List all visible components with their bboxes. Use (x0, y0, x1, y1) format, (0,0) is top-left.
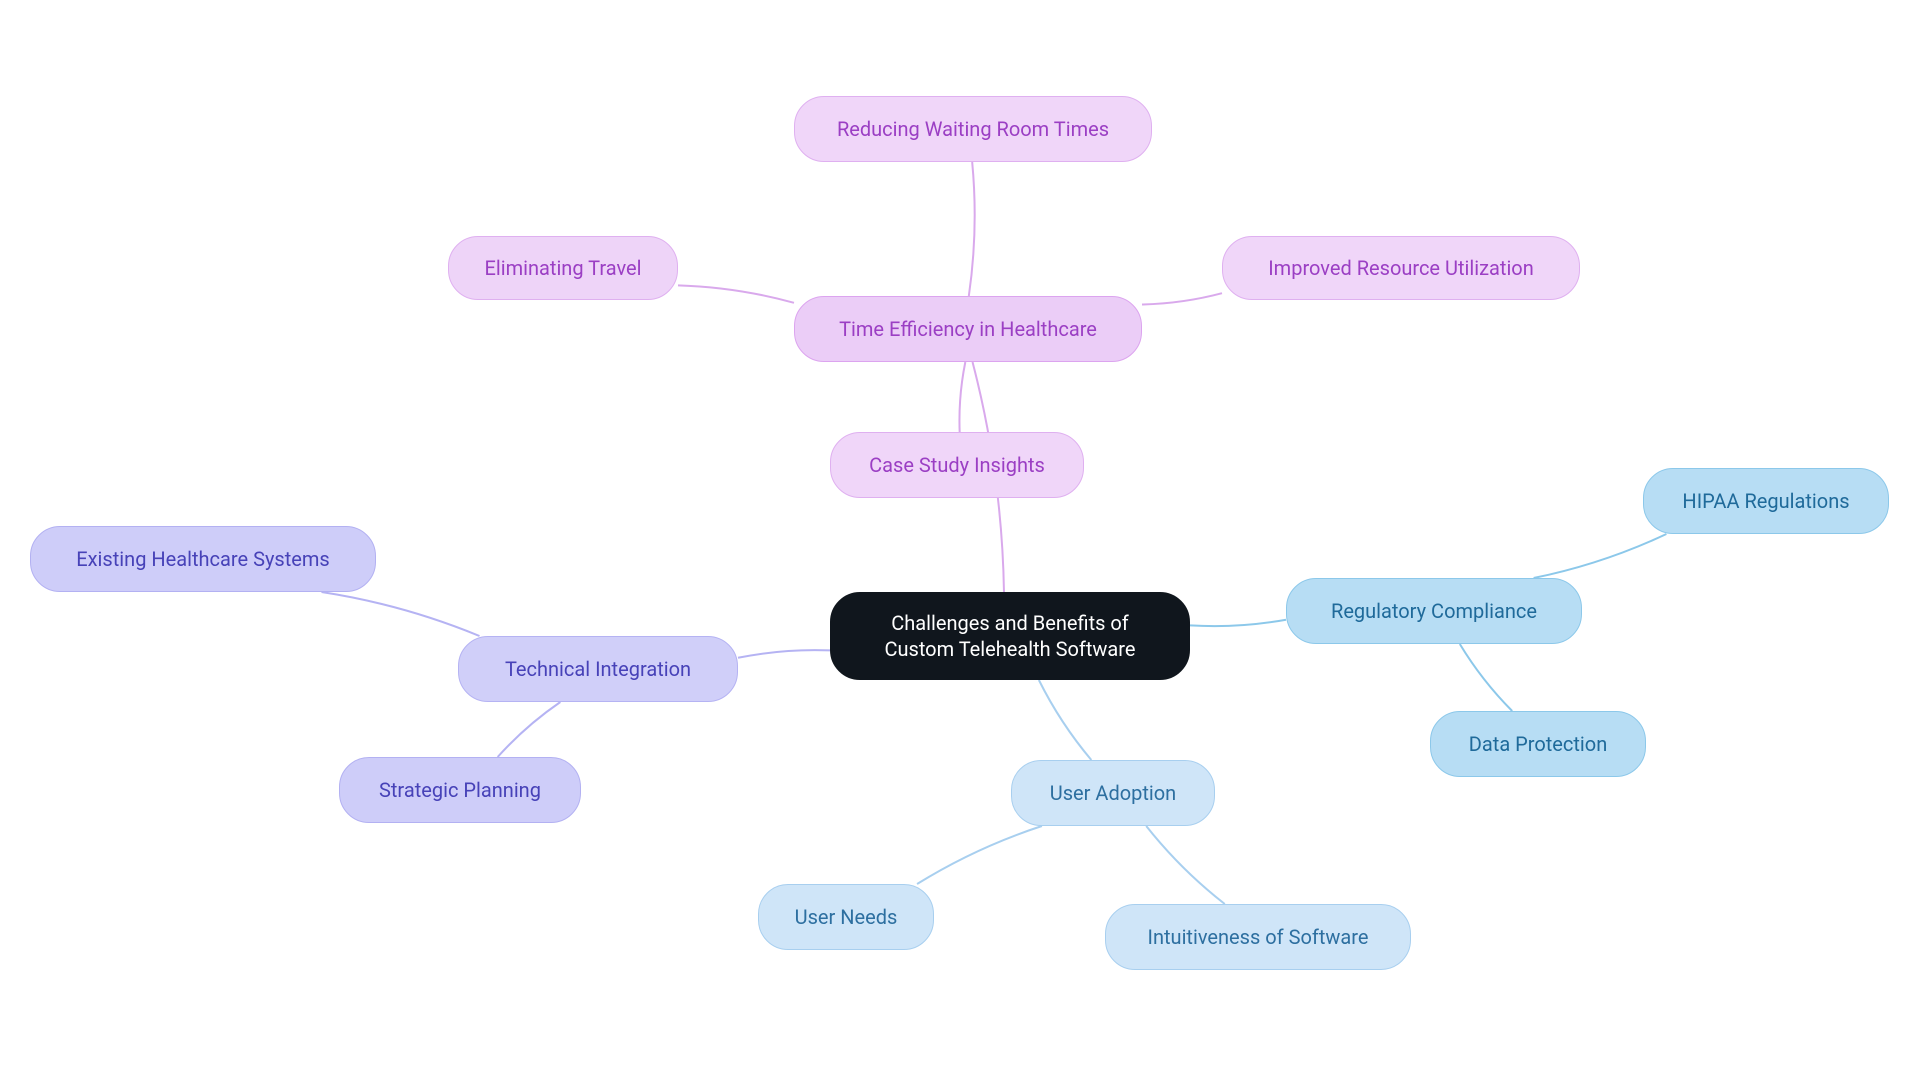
node-label: User Adoption (1050, 780, 1176, 806)
edge (969, 162, 975, 296)
node-strategic: Strategic Planning (339, 757, 581, 823)
edge (1146, 826, 1225, 904)
node-existing_hc: Existing Healthcare Systems (30, 526, 376, 592)
edge (917, 826, 1042, 884)
node-label: Reducing Waiting Room Times (837, 116, 1109, 142)
node-improved_res: Improved Resource Utilization (1222, 236, 1580, 300)
edge (1460, 644, 1512, 711)
node-label: Technical Integration (505, 656, 691, 682)
edge (1039, 680, 1091, 760)
node-user_needs: User Needs (758, 884, 934, 950)
node-label: Data Protection (1469, 731, 1607, 757)
node-data_prot: Data Protection (1430, 711, 1646, 777)
edge (322, 592, 480, 636)
edge (1190, 620, 1286, 626)
node-label: HIPAA Regulations (1682, 488, 1849, 514)
edge (1142, 293, 1222, 304)
node-reg_comp: Regulatory Compliance (1286, 578, 1582, 644)
node-reducing_wait: Reducing Waiting Room Times (794, 96, 1152, 162)
node-label: Case Study Insights (869, 452, 1045, 478)
node-label: User Needs (795, 904, 898, 930)
edge (678, 285, 794, 302)
node-intuitive: Intuitiveness of Software (1105, 904, 1411, 970)
node-hipaa: HIPAA Regulations (1643, 468, 1889, 534)
edge (959, 362, 965, 432)
edge (498, 702, 561, 757)
node-label: Time Efficiency in Healthcare (839, 316, 1097, 342)
node-elim_travel: Eliminating Travel (448, 236, 678, 300)
edge (1534, 534, 1667, 578)
node-label: Eliminating Travel (484, 255, 641, 281)
node-label: Intuitiveness of Software (1148, 924, 1369, 950)
node-time_eff: Time Efficiency in Healthcare (794, 296, 1142, 362)
node-label: Improved Resource Utilization (1268, 255, 1534, 281)
node-label: Regulatory Compliance (1331, 598, 1537, 624)
node-center: Challenges and Benefits ofCustom Telehea… (830, 592, 1190, 680)
node-label: Strategic Planning (379, 777, 541, 803)
node-case_study: Case Study Insights (830, 432, 1084, 498)
node-label: Challenges and Benefits ofCustom Telehea… (884, 610, 1135, 662)
node-user_adopt: User Adoption (1011, 760, 1215, 826)
node-label: Existing Healthcare Systems (76, 546, 329, 572)
edge (738, 650, 830, 658)
node-tech_int: Technical Integration (458, 636, 738, 702)
